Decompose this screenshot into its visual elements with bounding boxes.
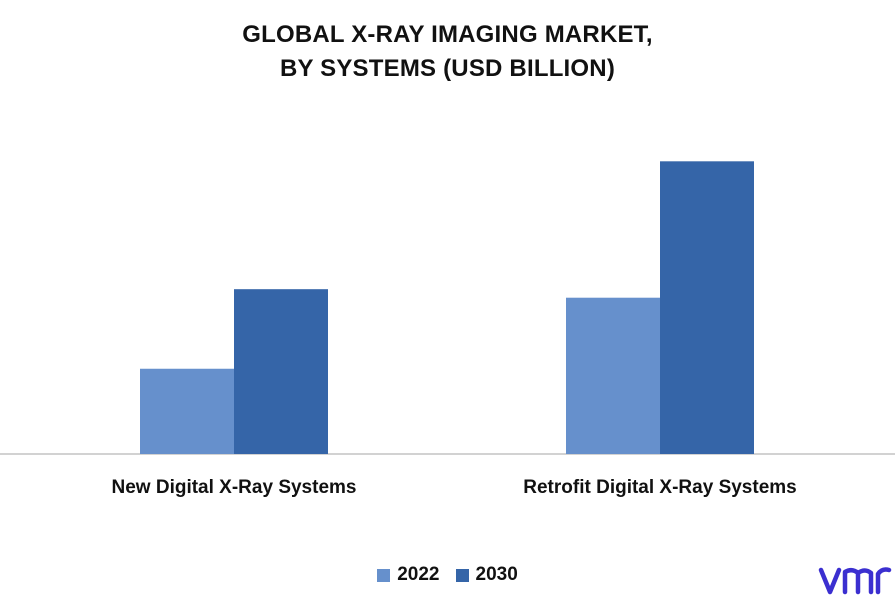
bar-2022-0 <box>140 368 234 454</box>
chart-title-line-1: GLOBAL X-RAY IMAGING MARKET, <box>242 21 653 48</box>
category-label-1: Retrofit Digital X-Ray Systems <box>523 477 796 498</box>
chart-title: GLOBAL X-RAY IMAGING MARKET, BY SYSTEMS … <box>0 18 895 86</box>
legend-label-2022: 2022 <box>397 564 440 585</box>
category-label-0: New Digital X-Ray Systems <box>112 477 357 498</box>
chart-title-line-2: BY SYSTEMS (USD BILLION) <box>279 55 616 82</box>
legend-label-2030: 2030 <box>475 564 518 585</box>
legend-swatch-2022 <box>377 568 391 582</box>
bar-2022-1 <box>566 297 660 454</box>
vmr-logo-icon <box>818 567 892 595</box>
bar-2030-0 <box>234 289 328 454</box>
legend: 2022 2030 <box>0 564 895 586</box>
bar-2030-1 <box>660 161 754 454</box>
legend-swatch-2030 <box>455 568 469 582</box>
legend-item-2030: 2030 <box>455 564 518 586</box>
legend-item-2022: 2022 <box>377 564 440 586</box>
